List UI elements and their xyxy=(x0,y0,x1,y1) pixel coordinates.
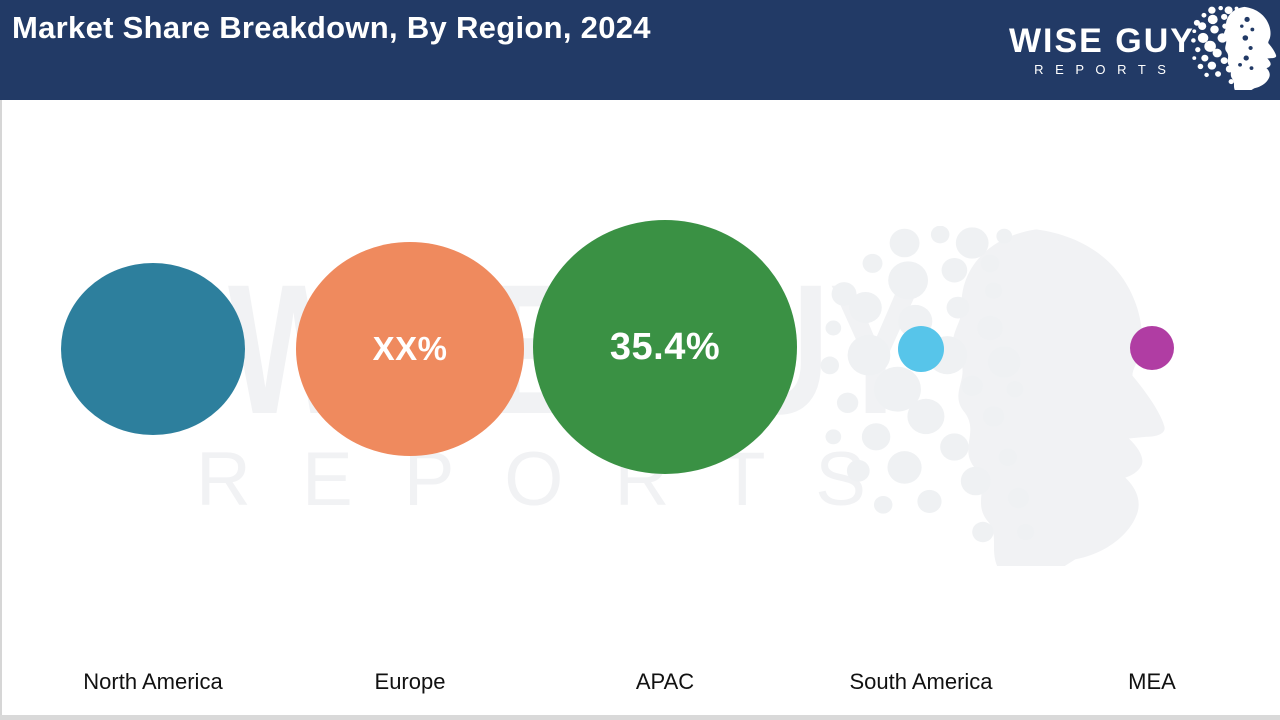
bubble-europe: XX% xyxy=(296,242,524,456)
bubble-south-america xyxy=(898,326,944,372)
category-label-europe: Europe xyxy=(374,669,446,694)
data-label: 35.4% xyxy=(609,325,721,368)
footer-bar xyxy=(0,715,1280,720)
bubble-north-america xyxy=(61,263,245,435)
bubble-mea xyxy=(1130,326,1174,370)
logo-reports-text: R E P O R T S xyxy=(1034,61,1170,77)
header-bar: Market Share Breakdown, By Region, 2024 … xyxy=(0,0,1280,100)
category-label-north-america: North America xyxy=(83,669,223,694)
wiseguy-logo-text: WISE GUY R E P O R T S xyxy=(1009,24,1195,77)
category-label-apac: APAC xyxy=(635,669,695,694)
watermark-reports-text: R E P O R T S xyxy=(196,437,881,522)
left-edge-divider xyxy=(0,100,2,720)
bubble-apac: 35.4% xyxy=(533,220,797,474)
wiseguy-logo: WISE GUY R E P O R T S xyxy=(1009,0,1277,100)
wiseguy-head-logo-icon xyxy=(1191,6,1277,90)
wiseguy-head-watermark-icon xyxy=(820,226,1165,566)
data-label: XX% xyxy=(372,330,448,367)
chart-title: Market Share Breakdown, By Region, 2024 xyxy=(12,10,651,45)
logo-brand-text: WISE GUY xyxy=(1008,21,1195,60)
category-label-south-america: South America xyxy=(849,669,993,694)
category-label-mea: MEA xyxy=(1128,669,1176,694)
